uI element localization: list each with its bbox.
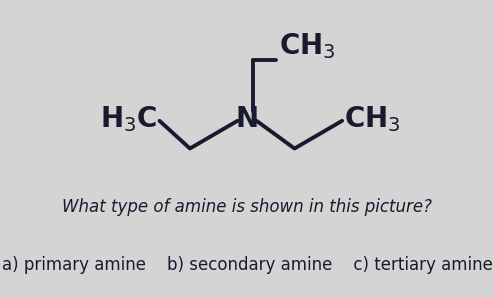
Text: CH$_3$: CH$_3$ (279, 31, 336, 61)
Text: H$_3$C: H$_3$C (100, 105, 158, 134)
Text: CH$_3$: CH$_3$ (344, 105, 401, 134)
Text: N: N (236, 105, 258, 133)
Text: a) primary amine    b) secondary amine    c) tertiary amine: a) primary amine b) secondary amine c) t… (1, 256, 493, 274)
Text: What type of amine is shown in this picture?: What type of amine is shown in this pict… (62, 198, 432, 216)
